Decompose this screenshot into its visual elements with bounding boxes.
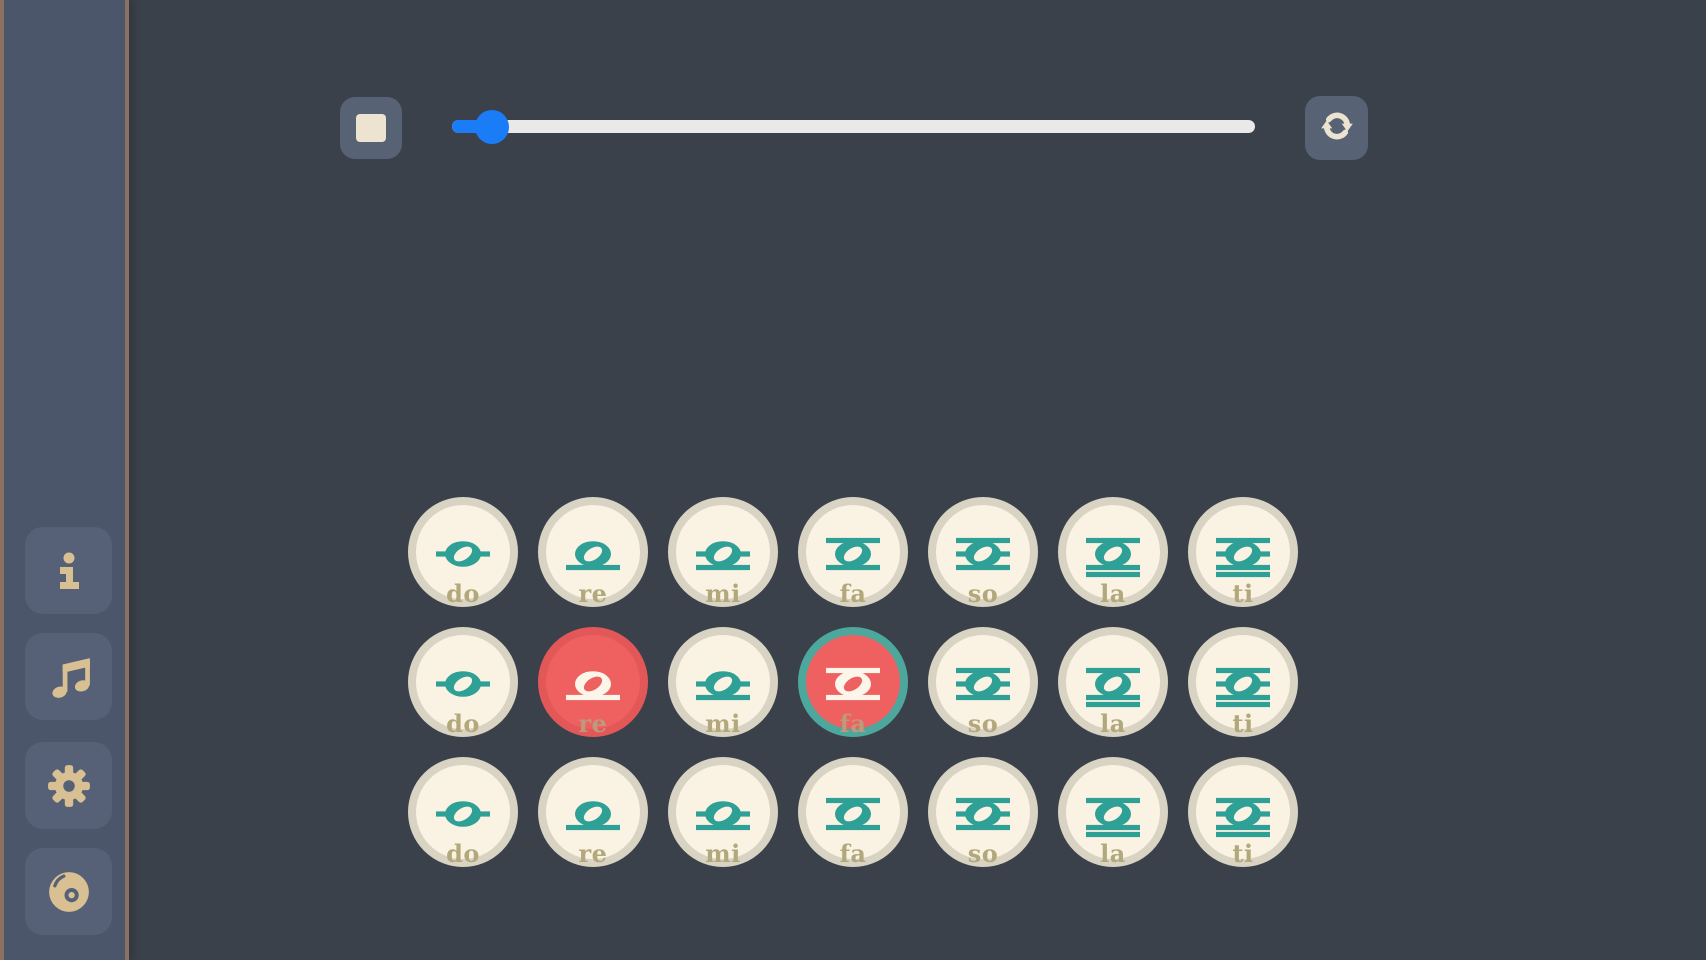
stop-button[interactable]	[340, 97, 402, 159]
note-button-so-row3[interactable]: so	[928, 757, 1038, 868]
note-label: fa	[839, 579, 867, 608]
note-button-ti-row1[interactable]: ti	[1188, 497, 1298, 608]
note-label: do	[446, 709, 480, 738]
note-label: ti	[1232, 839, 1254, 868]
note-button-fa-row3[interactable]: fa	[798, 757, 908, 868]
note-button-ti-row3[interactable]: ti	[1188, 757, 1298, 868]
note-label: do	[446, 839, 480, 868]
note-button-mi-row1[interactable]: mi	[668, 497, 778, 608]
note-label: fa	[839, 709, 867, 738]
note-button-fa-row1[interactable]: fa	[798, 497, 908, 608]
note-button-mi-row2[interactable]: mi	[668, 627, 778, 738]
note-button-so-row2[interactable]: so	[928, 627, 1038, 738]
note-button-do-row1[interactable]: do	[408, 497, 518, 608]
note-button-so-row1[interactable]: so	[928, 497, 1038, 608]
note-label: do	[446, 579, 480, 608]
gear-icon	[46, 763, 92, 809]
note-label: so	[967, 839, 999, 868]
note-label: mi	[705, 709, 741, 738]
note-button-re-row1[interactable]: re	[538, 497, 648, 608]
note-label: la	[1100, 709, 1126, 738]
sidebar-item-settings[interactable]	[25, 742, 112, 829]
sync-icon	[1318, 107, 1356, 149]
note-label: la	[1100, 839, 1126, 868]
repeat-button[interactable]	[1305, 96, 1368, 160]
note-button-mi-row3[interactable]: mi	[668, 757, 778, 868]
note-label: mi	[705, 579, 741, 608]
stop-square-icon	[356, 114, 386, 142]
sidebar-item-info[interactable]	[25, 527, 112, 614]
note-button-do-row2[interactable]: do	[408, 627, 518, 738]
note-label: la	[1100, 579, 1126, 608]
note-button-ti-row2[interactable]: ti	[1188, 627, 1298, 738]
sidebar	[0, 0, 129, 960]
note-label: re	[578, 839, 608, 868]
slider-thumb[interactable]	[475, 110, 510, 144]
note-label: fa	[839, 839, 867, 868]
sidebar-item-recording[interactable]	[25, 848, 112, 935]
note-button-fa-row2[interactable]: fa	[798, 627, 908, 738]
note-button-la-row1[interactable]: la	[1058, 497, 1168, 608]
progress-slider[interactable]	[452, 110, 1255, 144]
note-label: re	[578, 579, 608, 608]
note-label: ti	[1232, 709, 1254, 738]
sidebar-item-music[interactable]	[25, 633, 112, 720]
slider-track[interactable]	[452, 120, 1255, 133]
disc-icon	[46, 869, 92, 915]
note-label: so	[967, 709, 999, 738]
note-button-la-row3[interactable]: la	[1058, 757, 1168, 868]
note-label: so	[967, 579, 999, 608]
note-label: ti	[1232, 579, 1254, 608]
note-button-do-row3[interactable]: do	[408, 757, 518, 868]
music-note-icon	[46, 654, 92, 700]
note-label: re	[578, 709, 608, 738]
note-button-la-row2[interactable]: la	[1058, 627, 1168, 738]
info-icon	[47, 549, 91, 593]
note-button-re-row3[interactable]: re	[538, 757, 648, 868]
note-label: mi	[705, 839, 741, 868]
note-button-re-row2[interactable]: re	[538, 627, 648, 738]
